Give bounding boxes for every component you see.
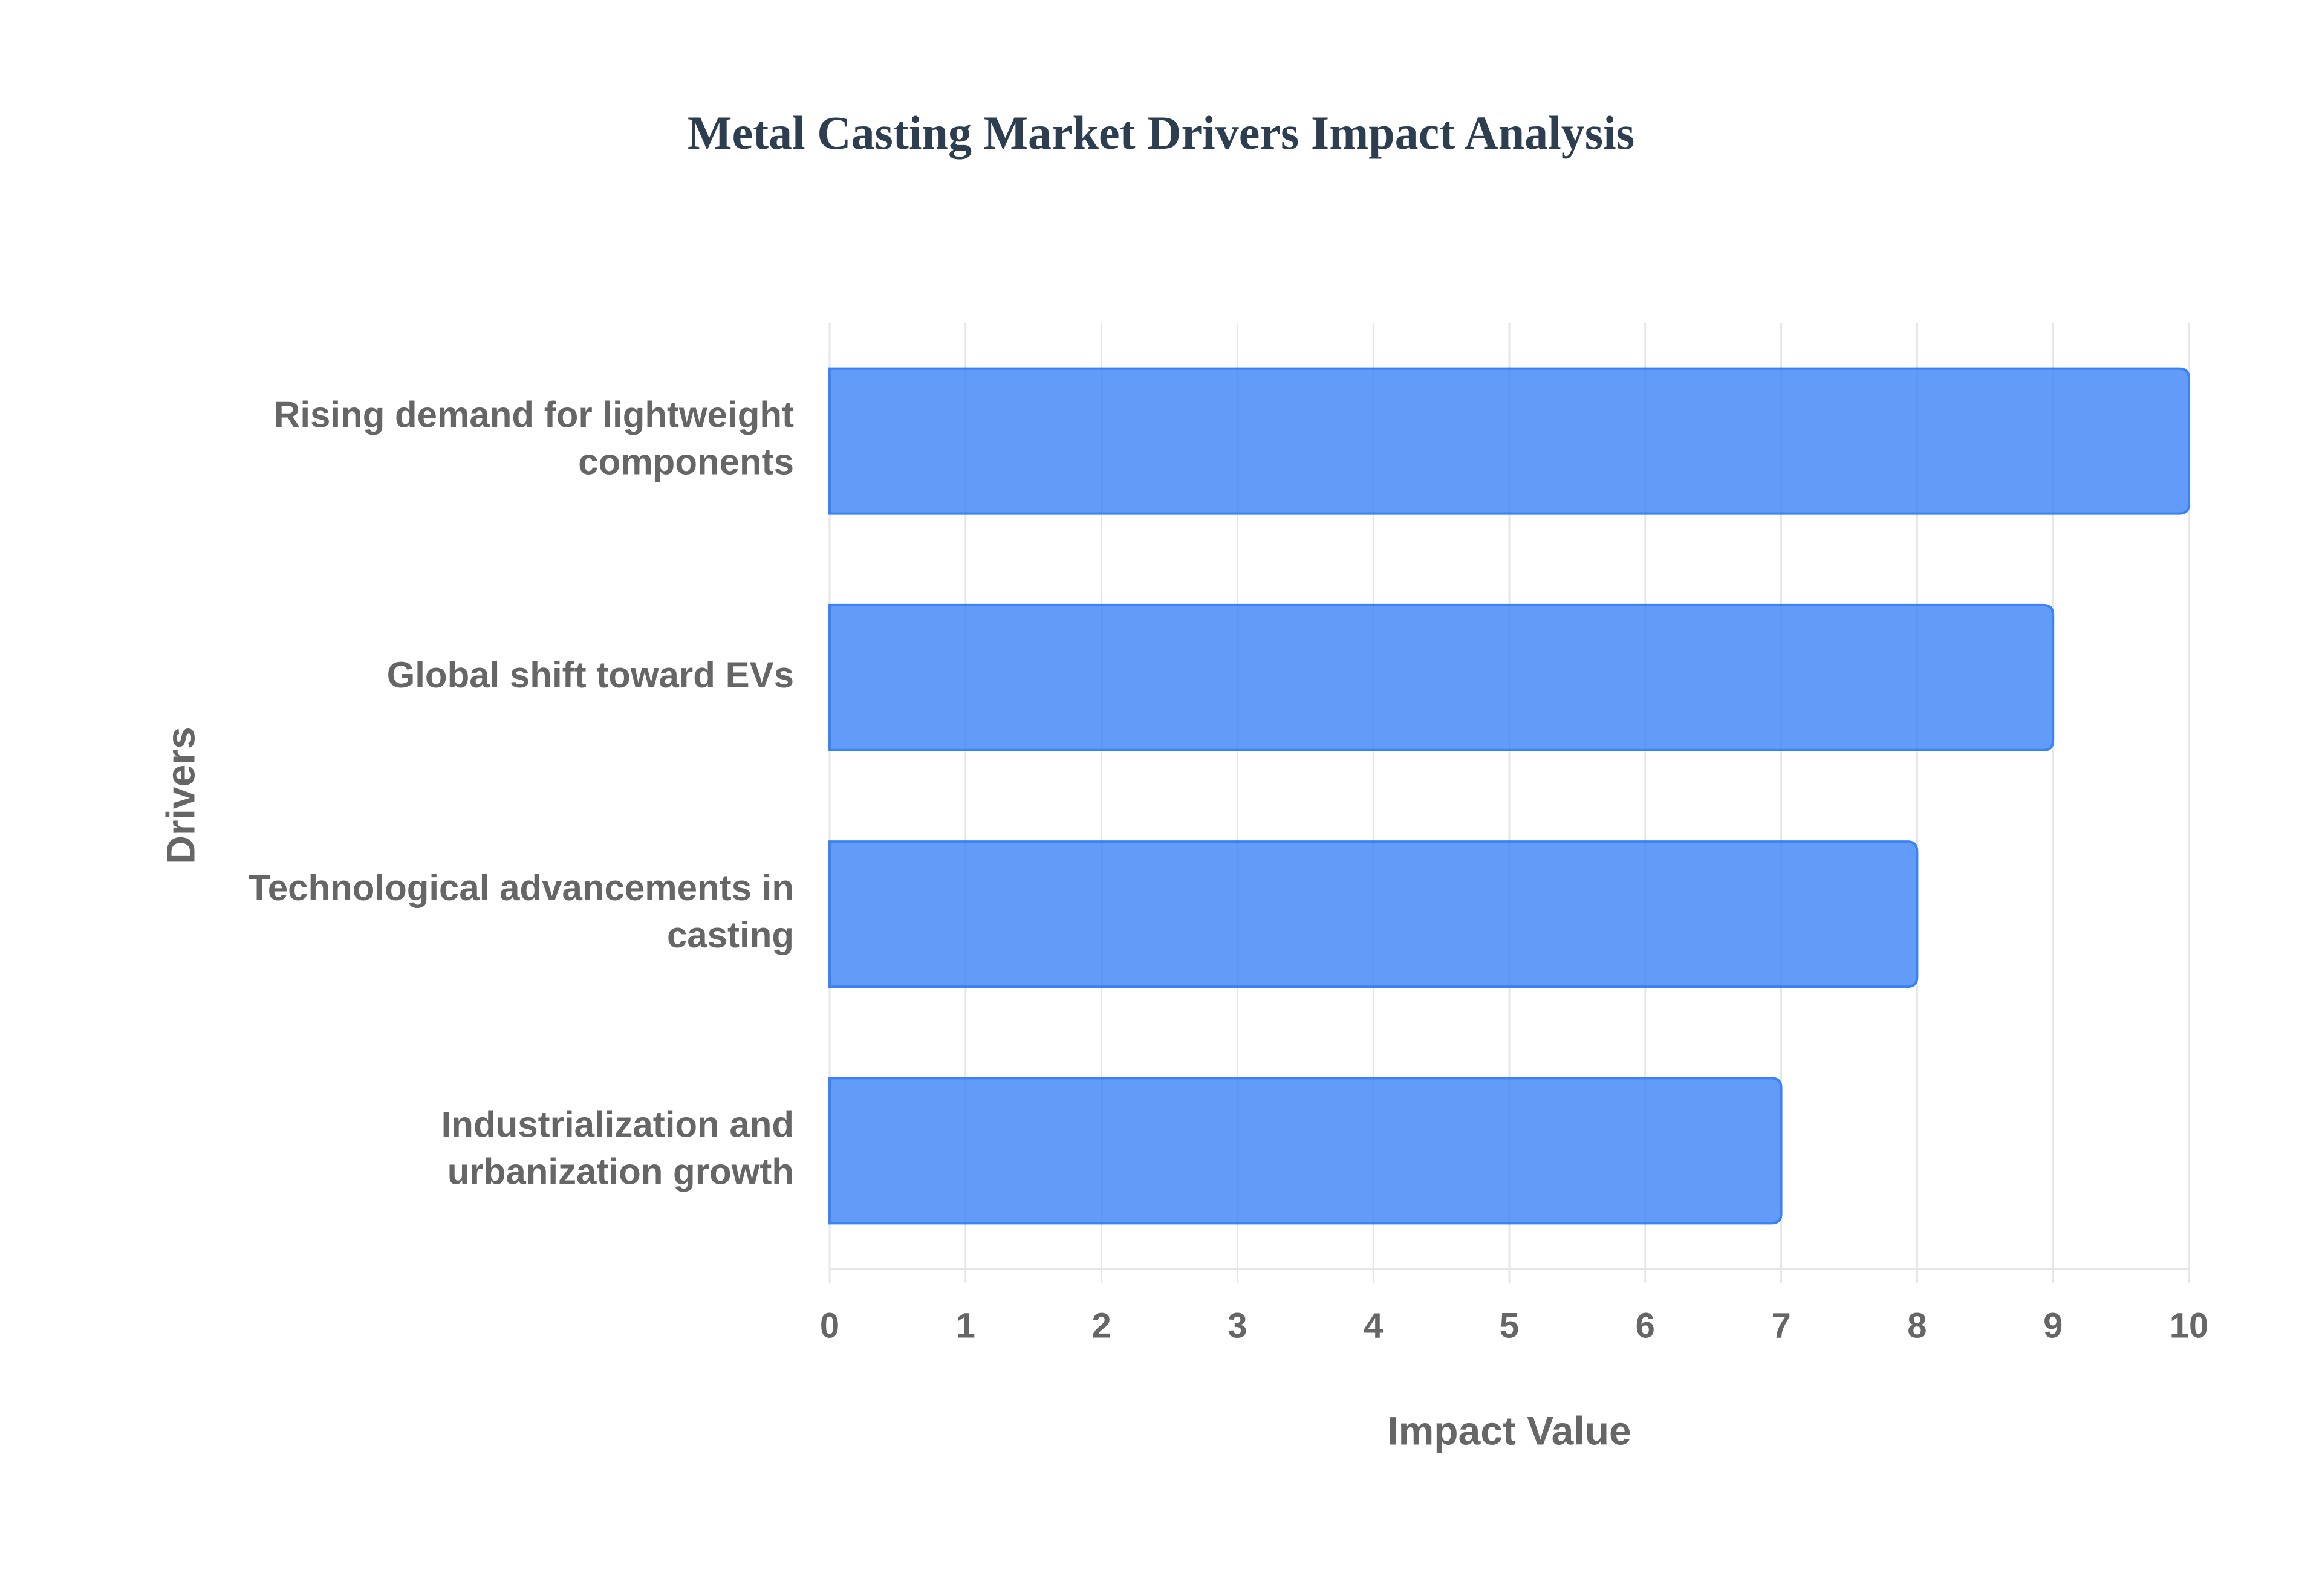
x-tick-label: 4 bbox=[1364, 1306, 1383, 1345]
bar bbox=[828, 1077, 1783, 1225]
y-axis-title: Drivers bbox=[158, 727, 203, 864]
x-tick-label: 2 bbox=[1091, 1306, 1111, 1345]
x-tick-label: 9 bbox=[2043, 1306, 2063, 1345]
x-tick-label: 1 bbox=[956, 1306, 975, 1345]
chart-title: Metal Casting Market Drivers Impact Anal… bbox=[688, 106, 1634, 159]
y-tick-label: Global shift toward EVs bbox=[387, 655, 794, 695]
bar bbox=[828, 367, 2190, 515]
x-tick-label: 3 bbox=[1228, 1306, 1247, 1345]
x-tick-label: 10 bbox=[2170, 1306, 2209, 1345]
y-tick-label: Technological advancements in casting bbox=[249, 868, 794, 955]
x-axis-title: Impact Value bbox=[1387, 1408, 1631, 1453]
x-tick-label: 8 bbox=[1907, 1306, 1927, 1345]
x-tick-label: 7 bbox=[1771, 1306, 1790, 1345]
y-tick-label: Industrialization and urbanization growth bbox=[441, 1104, 794, 1192]
bar bbox=[828, 840, 1919, 988]
y-tick-label: Rising demand for lightweight components bbox=[274, 394, 794, 482]
bar bbox=[828, 603, 2055, 751]
x-tick-label: 0 bbox=[820, 1306, 839, 1345]
x-tick-label: 5 bbox=[1500, 1306, 1519, 1345]
x-tick-label: 6 bbox=[1636, 1306, 1655, 1345]
